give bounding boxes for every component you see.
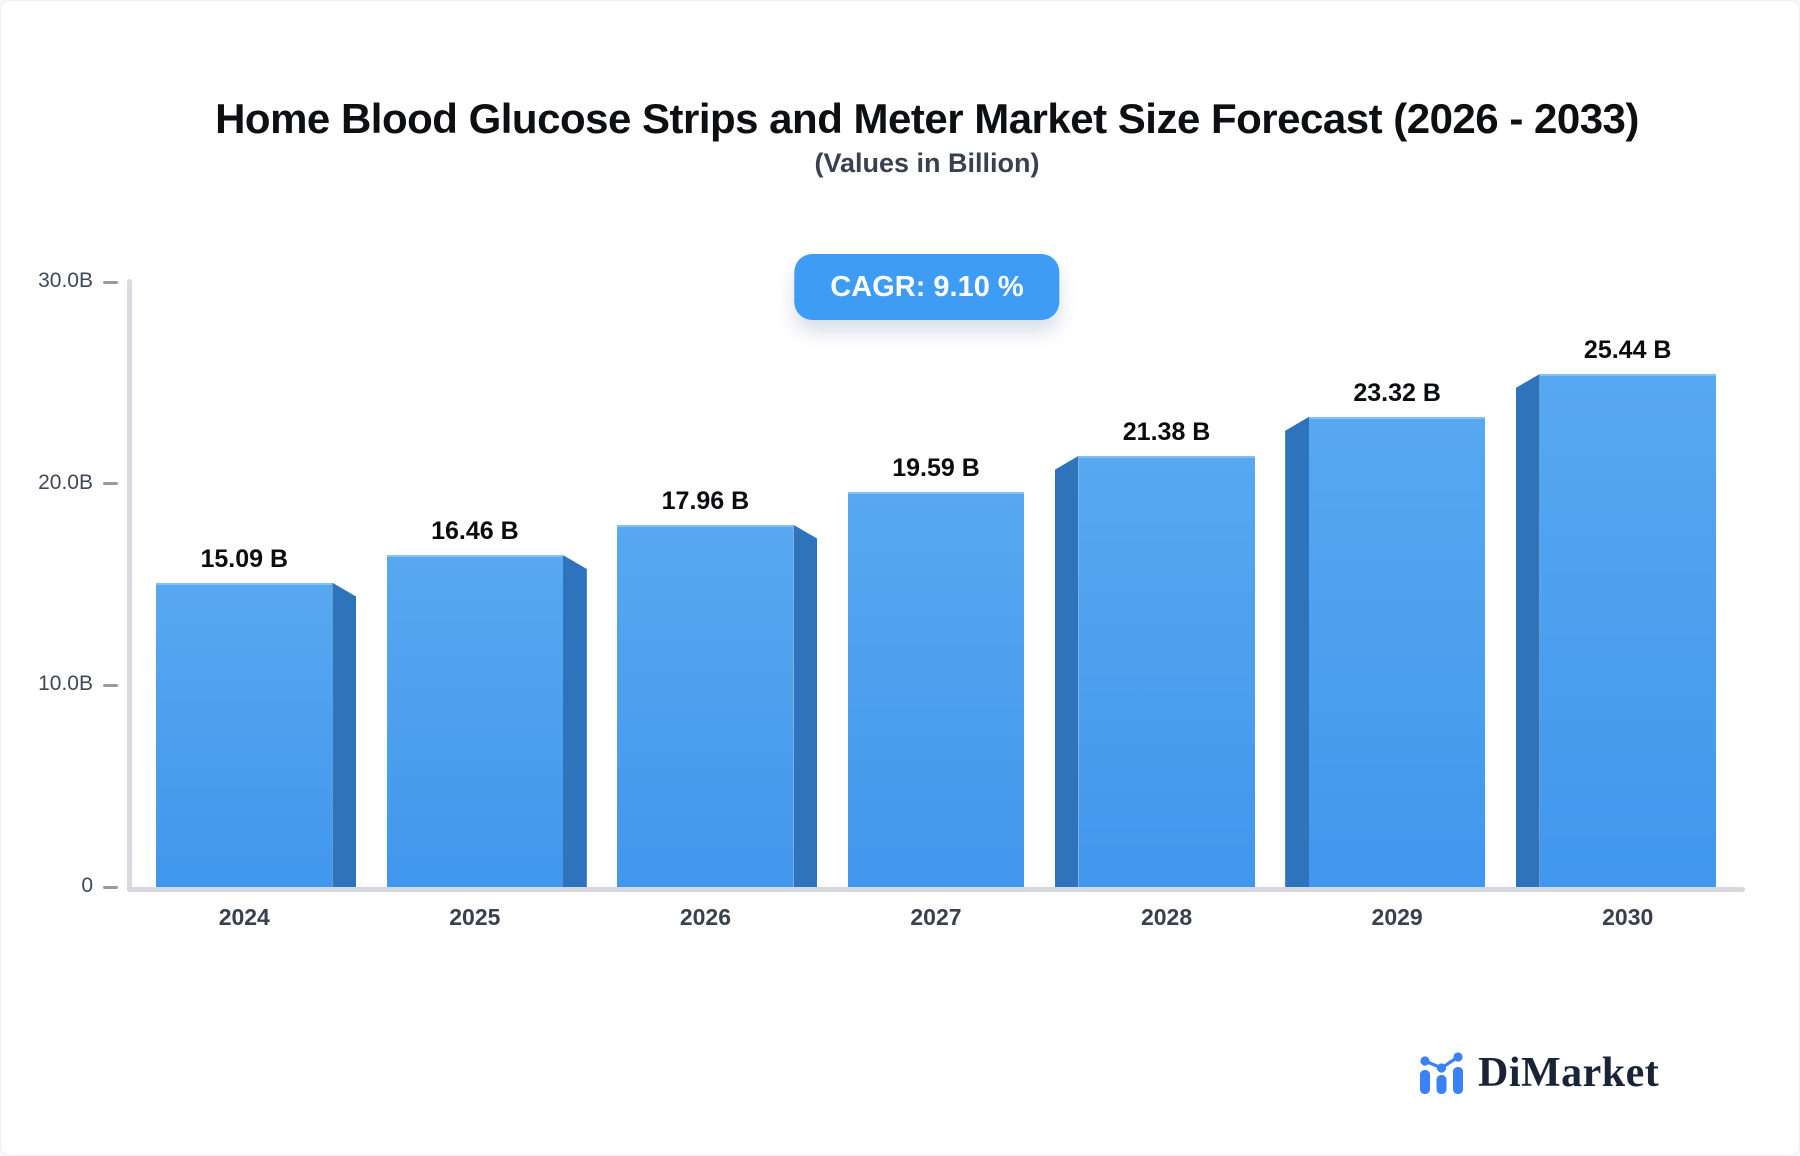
bar-side-face bbox=[332, 582, 357, 887]
cagr-badge: CAGR: 9.10 % bbox=[794, 254, 1060, 320]
bar-side-face bbox=[793, 524, 818, 887]
bar bbox=[617, 524, 794, 887]
x-axis-label: 2024 bbox=[218, 904, 270, 930]
x-axis-line bbox=[127, 887, 1745, 892]
bar-value-label: 17.96 B bbox=[661, 486, 750, 515]
bar-value-label: 19.59 B bbox=[892, 453, 980, 482]
bar-side-face bbox=[1515, 373, 1540, 887]
x-axis-label: 2028 bbox=[1140, 904, 1193, 930]
bar-side-face bbox=[1054, 455, 1079, 887]
y-axis-tick-label: 10.0B bbox=[38, 672, 93, 696]
x-axis-label: 2026 bbox=[679, 904, 731, 930]
chart-title: Home Blood Glucose Strips and Meter Mark… bbox=[215, 95, 1639, 142]
bar bbox=[1078, 455, 1255, 887]
x-axis-label: 2030 bbox=[1602, 904, 1654, 930]
brand-logo: DiMarket bbox=[1419, 1043, 1659, 1103]
y-axis-tick-label: 20.0B bbox=[38, 470, 93, 494]
bar-value-label: 23.32 B bbox=[1353, 378, 1441, 407]
bar-chart-trendline-icon bbox=[1419, 1051, 1465, 1095]
y-axis-tick bbox=[103, 683, 118, 687]
bar bbox=[386, 555, 563, 887]
chart-subtitle: (Values in Billion) bbox=[814, 148, 1040, 178]
bar-value-label: 16.46 B bbox=[431, 517, 519, 546]
brand-name: DiMarket bbox=[1478, 1050, 1660, 1096]
y-axis-tick bbox=[103, 885, 118, 889]
y-axis-tick-label: 30.0B bbox=[38, 269, 93, 292]
y-axis-tick bbox=[103, 482, 118, 486]
y-axis-tick-label: 0 bbox=[81, 874, 93, 897]
x-axis-label: 2029 bbox=[1371, 904, 1423, 930]
bar bbox=[1539, 373, 1716, 887]
bar bbox=[1309, 416, 1486, 887]
y-axis-line bbox=[127, 279, 132, 892]
bar-value-label: 15.09 B bbox=[200, 544, 289, 573]
bar-value-label: 21.38 B bbox=[1122, 417, 1211, 446]
bar-value-label: 25.44 B bbox=[1583, 335, 1672, 364]
x-axis-label: 2025 bbox=[449, 904, 501, 930]
bar-side-face bbox=[1285, 416, 1310, 887]
y-axis-tick bbox=[103, 280, 118, 284]
x-axis-label: 2027 bbox=[910, 904, 962, 930]
bar-side-face bbox=[562, 555, 587, 887]
bar bbox=[156, 582, 333, 887]
bar bbox=[848, 491, 1024, 887]
